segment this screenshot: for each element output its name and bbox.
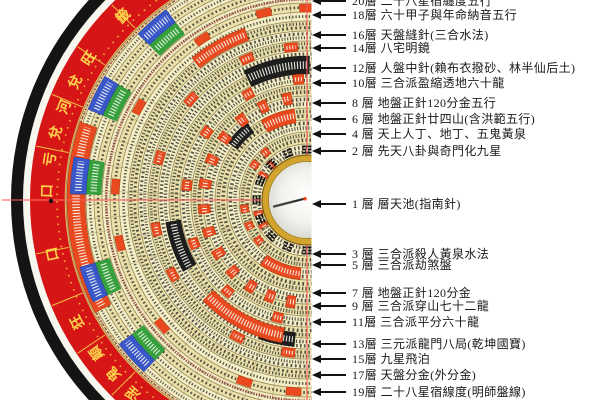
layer-label-text: 20層 二十八星宿纏度五行 <box>352 0 493 8</box>
red-band-char: 亏 <box>42 151 60 167</box>
layer-label-9: 9 層 三合派穿山七十二龍 <box>312 299 489 313</box>
red-band-char: 河 <box>54 97 75 116</box>
arrow-line <box>321 391 346 393</box>
arrow-line <box>321 358 346 360</box>
arrow-left-icon <box>312 130 321 138</box>
layer-label-text: 2 層 先天八卦與奇門化九星 <box>352 144 502 158</box>
arrow-left-icon <box>312 64 321 72</box>
layer-label-20: 20層 二十八星宿纏度五行 <box>312 0 492 8</box>
arrow-line <box>321 0 346 2</box>
red-band-char: 口 <box>40 184 55 199</box>
trigram-icon <box>281 147 294 159</box>
arrow-left-icon <box>312 340 321 348</box>
arrow-line <box>321 305 346 307</box>
layer-label-text: 5 層 三合派劫煞盤 <box>352 258 453 272</box>
arrow-line <box>321 374 346 376</box>
arrow-left-icon <box>312 99 321 107</box>
arrow-line <box>321 82 346 84</box>
arrow-left-icon <box>312 0 321 5</box>
layer-label-6: 6 層 地盤正針廿四山(含洪範五行) <box>312 112 535 126</box>
heaven-pool <box>268 161 312 239</box>
layer-label-text: 6 層 地盤正針廿四山(含洪範五行) <box>352 112 536 126</box>
red-band-char: 口 <box>45 245 63 262</box>
arrow-line <box>321 14 346 16</box>
trigram-icon <box>281 241 294 253</box>
arrow-left-icon <box>312 31 321 39</box>
arrow-line <box>321 321 346 323</box>
trigram-icon <box>265 158 278 171</box>
layer-label-1: 1 層 層天池(指南針) <box>312 197 461 211</box>
layer-label-10: 10層 三合派盈縮透地六十龍 <box>312 76 505 90</box>
layer-label-text: 3 層 三合派殺人黃泉水法 <box>352 247 490 261</box>
layer-label-text: 4 層 天上人丁、地丁、五鬼黃泉 <box>352 127 527 141</box>
layer-label-text: 9 層 三合派穿山七十二龍 <box>352 299 490 313</box>
layer-label-4: 4 層 天上人丁、地丁、五鬼黃泉 <box>312 127 526 141</box>
trigram-icon <box>254 174 266 187</box>
layer-label-15: 15層 九星飛泊 <box>312 352 430 366</box>
arrow-left-icon <box>312 79 321 87</box>
trigram-icon <box>254 213 266 226</box>
arrow-line <box>321 253 346 255</box>
sight-dot <box>48 198 54 204</box>
layer-label-text: 11層 三合派平分六十龍 <box>352 315 480 329</box>
layer-label-18: 18層 六十甲子與年命納音五行 <box>312 8 517 22</box>
layer-label-text: 12層 人盤中針(賴布衣撥砂、林半仙后土) <box>352 61 576 75</box>
arrow-left-icon <box>312 289 321 297</box>
arrow-left-icon <box>312 147 321 155</box>
arrow-left-icon <box>312 44 321 52</box>
arrow-line <box>321 264 346 266</box>
layer-label-13: 13層 三元派龍門八局(乾坤國寶) <box>312 337 526 351</box>
layer-label-text: 10層 三合派盈縮透地六十龍 <box>352 76 505 90</box>
arrow-line <box>321 150 346 152</box>
layer-label-text: 8 層 地盤正針120分金五行 <box>352 96 497 110</box>
layer-label-5: 5 層 三合派劫煞盤 <box>312 258 452 272</box>
layer-label-12: 12層 人盤中針(賴布衣撥砂、林半仙后土) <box>312 61 575 75</box>
layer-label-text: 14層 八宅明鏡 <box>352 41 431 55</box>
arrow-line <box>321 67 346 69</box>
layer-label-19: 19層 二十八星宿線度(明師盤線) <box>312 385 526 399</box>
layer-label-text: 7 層 地盤正針120分金 <box>352 286 472 300</box>
arrow-line <box>321 292 346 294</box>
layer-label-text: 1 層 層天池(指南針) <box>352 197 461 211</box>
arrow-line <box>321 343 346 345</box>
red-band-char: 兌 <box>65 72 87 92</box>
layer-label-2: 2 層 先天八卦與奇門化九星 <box>312 144 502 158</box>
layer-label-8: 8 層 地盤正針120分金五行 <box>312 96 496 110</box>
arrow-left-icon <box>312 11 321 19</box>
layer-label-text: 16層 天盤縫針(三合水法) <box>352 28 489 42</box>
arrow-left-icon <box>312 371 321 379</box>
arrow-left-icon <box>312 302 321 310</box>
arrow-left-icon <box>312 250 321 258</box>
red-band-char: 兌 <box>46 124 66 142</box>
arrow-left-icon <box>312 318 321 326</box>
layer-label-text: 13層 三元派龍門八局(乾坤國寶) <box>352 337 526 351</box>
arrow-line <box>321 118 346 120</box>
arrow-line <box>321 203 346 205</box>
layer-label-14: 14層 八宅明鏡 <box>312 41 430 55</box>
layer-label-text: 19層 二十八星宿線度(明師盤線) <box>352 385 526 399</box>
trigram-icon <box>265 229 278 242</box>
arrow-left-icon <box>312 115 321 123</box>
needle-tip <box>303 196 307 201</box>
arrow-left-icon <box>312 200 321 208</box>
layer-label-text: 17層 天盤分金(外分金) <box>352 368 477 382</box>
arrow-left-icon <box>312 261 321 269</box>
arrow-line <box>321 47 346 49</box>
layer-label-text: 15層 九星飛泊 <box>352 352 431 366</box>
arrow-line <box>321 34 346 36</box>
layer-label-text: 18層 六十甲子與年命納音五行 <box>352 8 518 22</box>
arrow-left-icon <box>312 355 321 363</box>
arrow-line <box>321 102 346 104</box>
layer-label-7: 7 層 地盤正針120分金 <box>312 286 471 300</box>
layer-label-3: 3 層 三合派殺人黃泉水法 <box>312 247 489 261</box>
arrow-line <box>321 133 346 135</box>
layer-label-17: 17層 天盤分金(外分金) <box>312 368 476 382</box>
layer-label-11: 11層 三合派平分六十龍 <box>312 315 479 329</box>
arrow-left-icon <box>312 388 321 396</box>
layer-label-16: 16層 天盤縫針(三合水法) <box>312 28 489 42</box>
